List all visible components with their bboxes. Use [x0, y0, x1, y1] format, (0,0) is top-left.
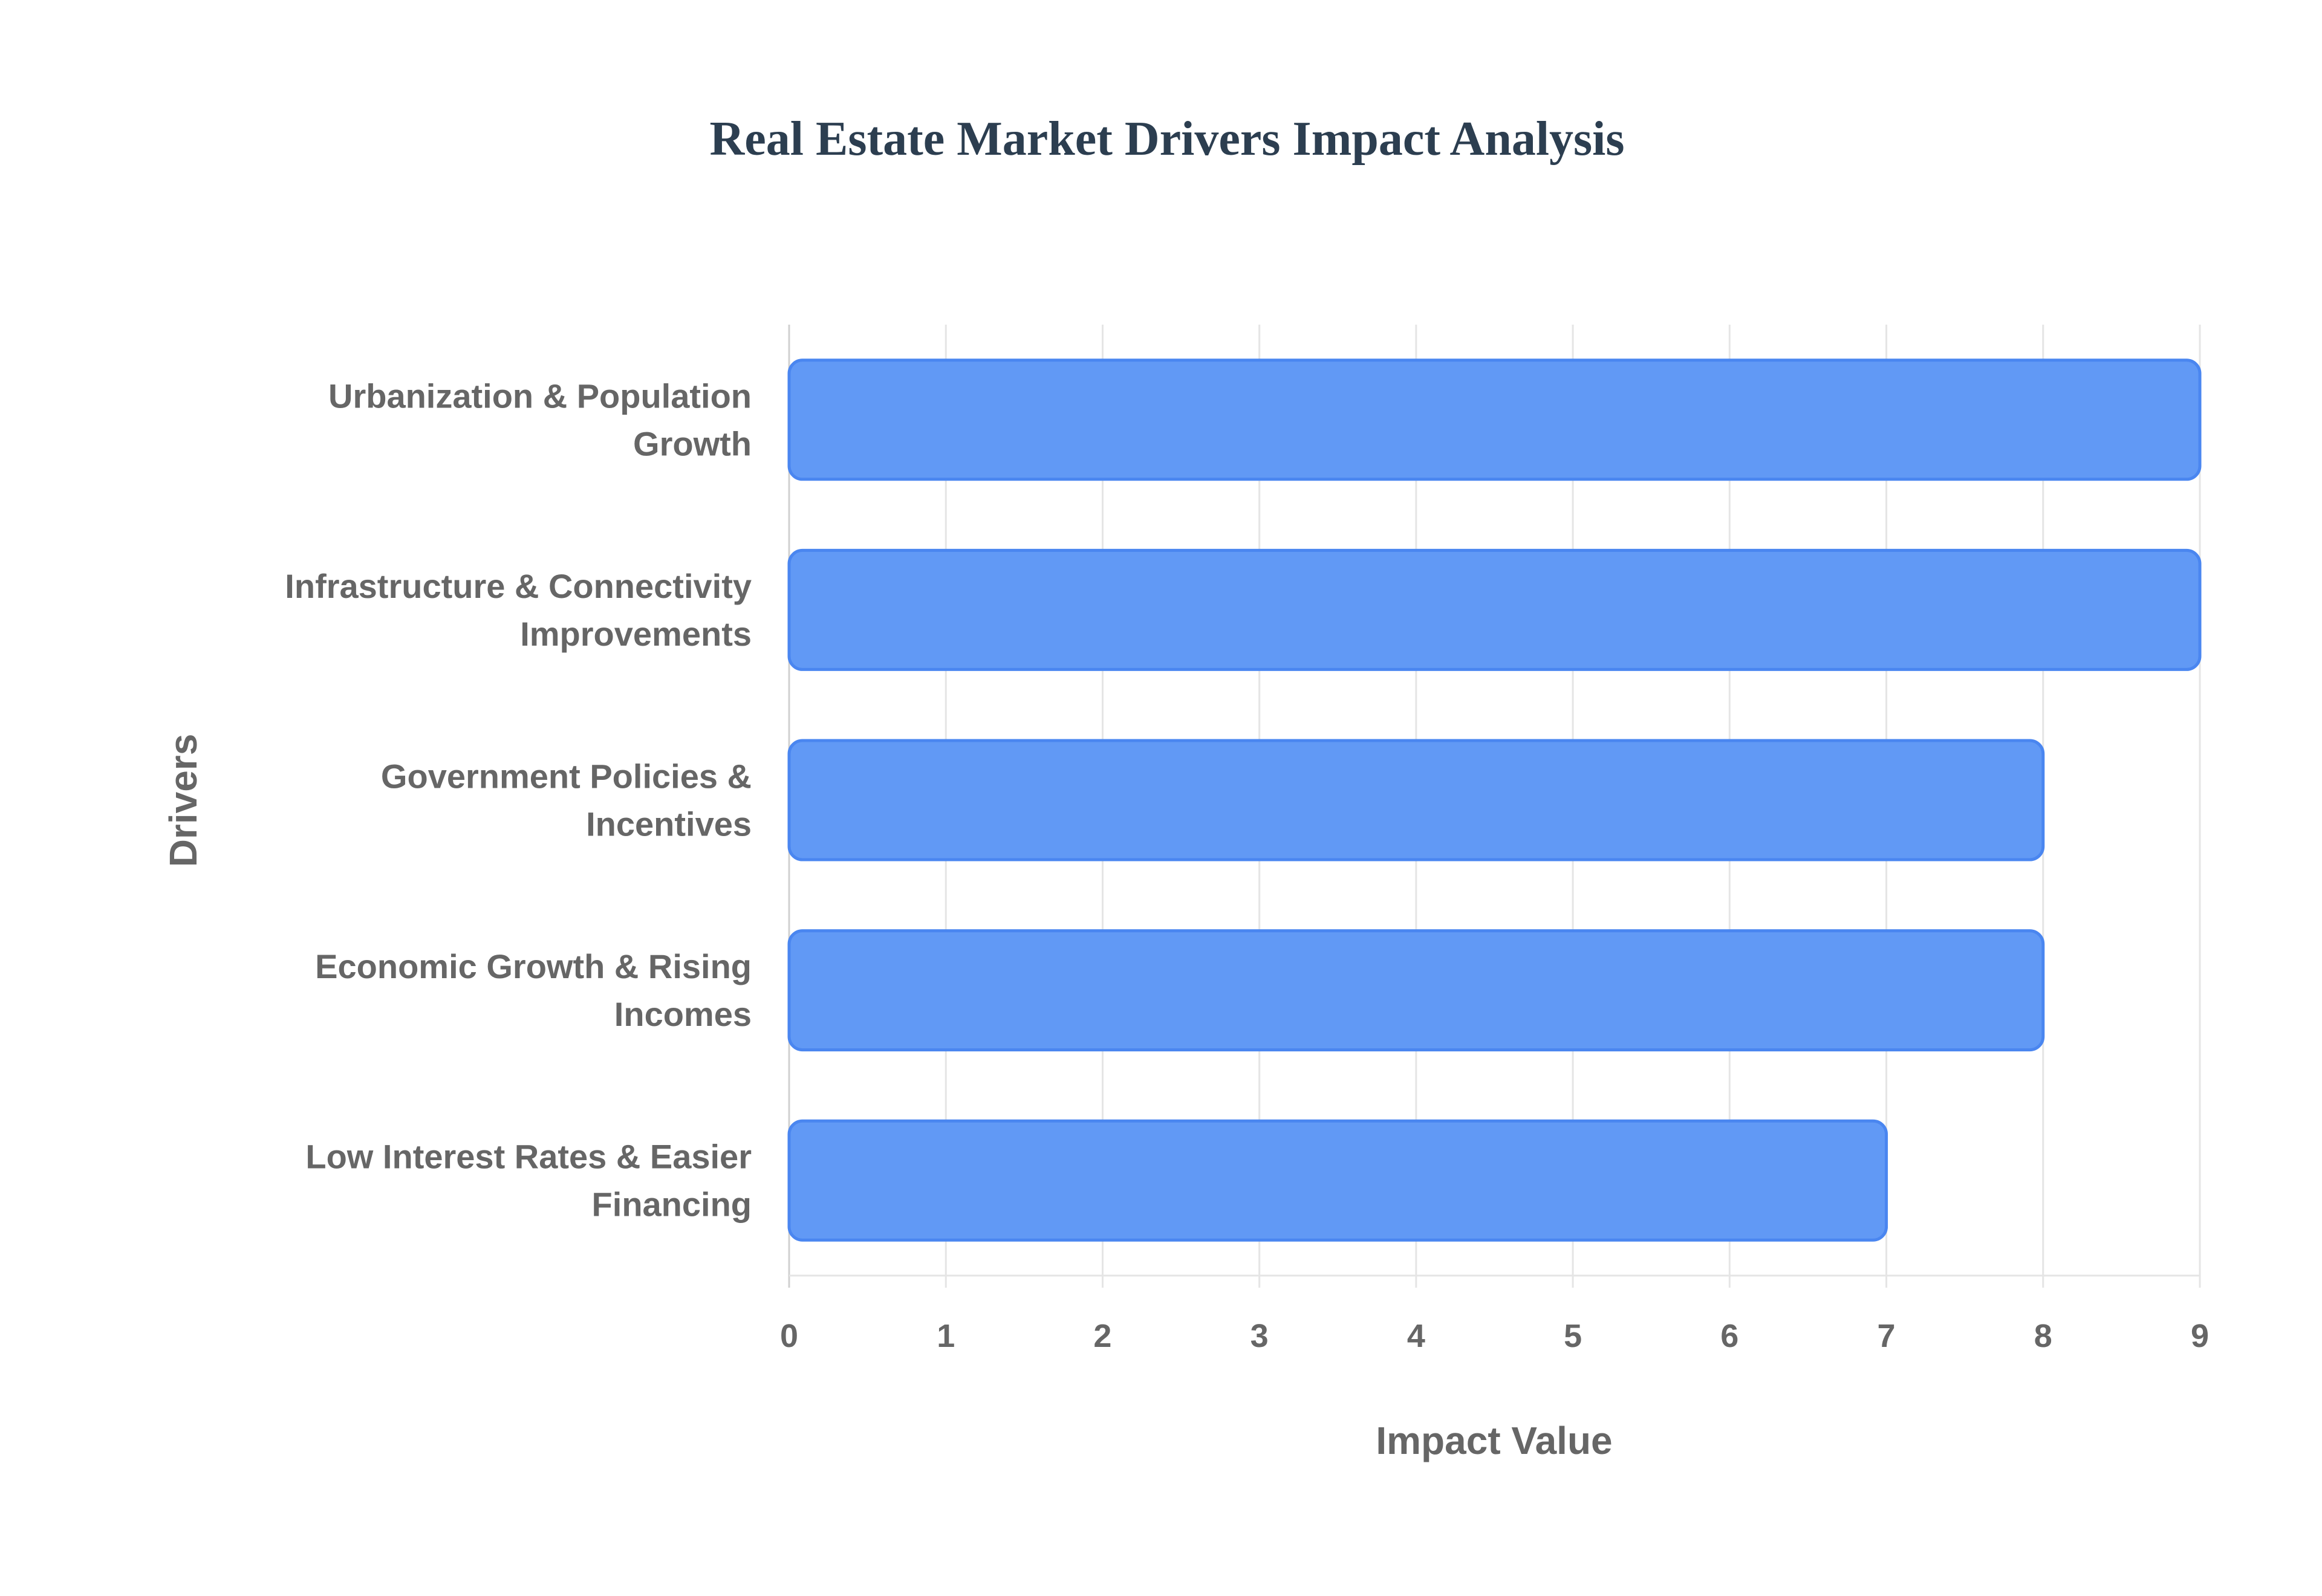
y-category-label: Incomes	[614, 995, 752, 1033]
y-category-label: Urbanization & Population	[328, 377, 752, 415]
x-tick-label: 7	[1878, 1318, 1896, 1354]
x-tick-label: 3	[1250, 1318, 1269, 1354]
bar	[787, 929, 2045, 1052]
y-category-label: Incentives	[586, 805, 752, 843]
y-category-label: Growth	[633, 424, 752, 462]
bars	[787, 358, 2202, 1242]
y-category-label: Infrastructure & Connectivity	[285, 567, 752, 605]
x-tick-label: 9	[2191, 1318, 2209, 1354]
bar	[787, 1119, 1888, 1242]
x-axis-ticks: 0 1 2 3 4 5 6 7 8 9	[780, 1318, 2209, 1354]
chart-title: Real Estate Market Drivers Impact Analys…	[709, 112, 1624, 166]
x-axis-title: Impact Value	[1376, 1419, 1612, 1462]
x-tick-label: 0	[780, 1318, 798, 1354]
y-category-label: Financing	[592, 1186, 752, 1224]
x-tick-label: 5	[1564, 1318, 1582, 1354]
x-tick-label: 1	[937, 1318, 955, 1354]
x-tick-label: 6	[1720, 1318, 1738, 1354]
bar	[787, 739, 2045, 861]
x-tick-label: 2	[1093, 1318, 1111, 1354]
bar	[787, 548, 2202, 671]
y-axis-labels: Urbanization & Population Growth Infrastru…	[285, 377, 752, 1223]
x-tick-label: 4	[1407, 1318, 1425, 1354]
y-category-label: Government Policies &	[381, 757, 752, 796]
y-axis-title: Drivers	[161, 734, 205, 868]
y-category-label: Low Interest Rates & Easier	[305, 1138, 752, 1176]
bar	[787, 358, 2202, 481]
x-tick-label: 8	[2034, 1318, 2052, 1354]
y-category-label: Improvements	[520, 615, 752, 653]
y-category-label: Economic Growth & Rising	[315, 947, 752, 985]
